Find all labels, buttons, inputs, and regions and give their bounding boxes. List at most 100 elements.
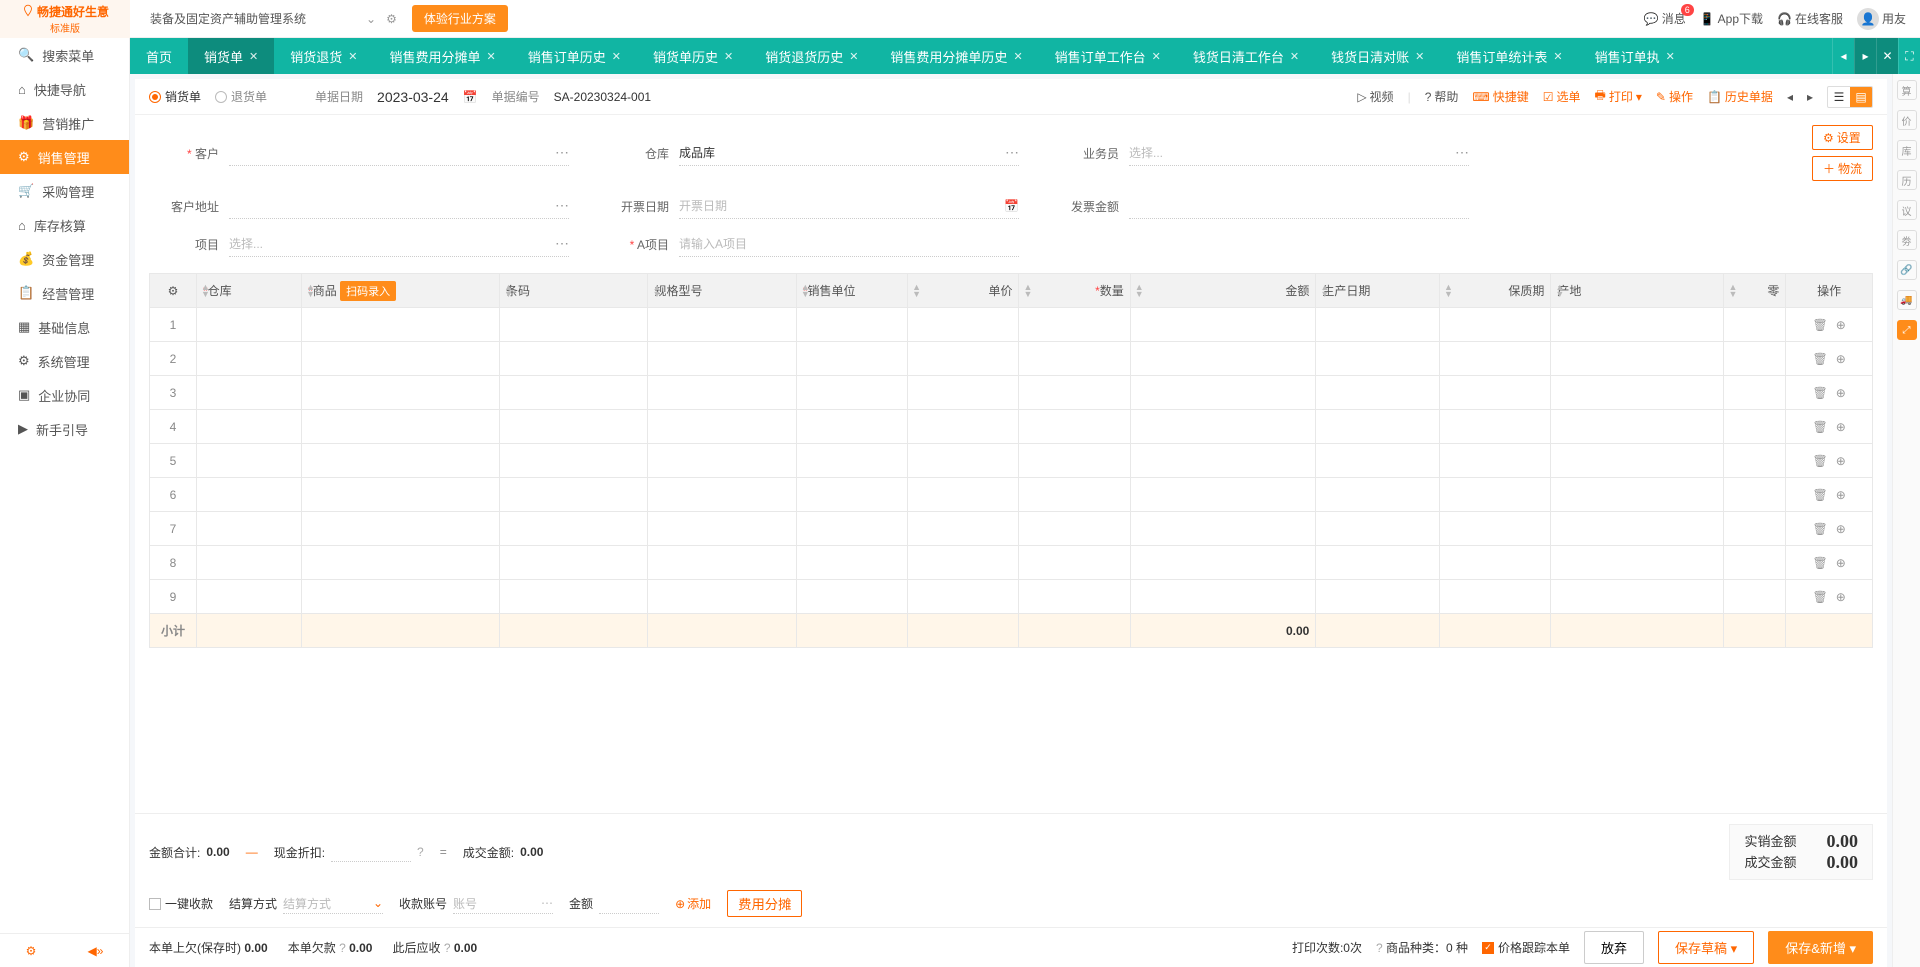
cell-amount[interactable] <box>1130 376 1316 410</box>
col-unit[interactable]: ▲▼*销售单位 <box>796 274 907 308</box>
cell-product[interactable] <box>302 512 500 546</box>
col-qty[interactable]: ▲▼*数量 <box>1019 274 1130 308</box>
add-row-icon[interactable]: ⊕ <box>1836 590 1846 604</box>
cell-shelf[interactable] <box>1440 410 1551 444</box>
cell-amount[interactable] <box>1130 512 1316 546</box>
cell-warehouse[interactable] <box>197 444 302 478</box>
cell-prod_date[interactable] <box>1316 410 1440 444</box>
cell-retail[interactable] <box>1724 410 1786 444</box>
close-icon[interactable]: ✕ <box>1666 50 1675 63</box>
cell-retail[interactable] <box>1724 376 1786 410</box>
cell-warehouse[interactable] <box>197 376 302 410</box>
cell-origin[interactable] <box>1551 376 1724 410</box>
cell-barcode[interactable] <box>500 444 648 478</box>
fee-share-button[interactable]: 费用分摊 <box>727 890 802 917</box>
cell-price[interactable] <box>908 444 1019 478</box>
cell-prod_date[interactable] <box>1316 376 1440 410</box>
operate-action[interactable]: ✎ 操作 <box>1656 88 1693 105</box>
project-input[interactable]: 选择...⋯ <box>229 231 569 257</box>
receive-amount-input[interactable] <box>599 894 659 914</box>
help-action[interactable]: ? 帮助 <box>1425 88 1459 105</box>
warehouse-input[interactable]: 成品库⋯ <box>679 140 1019 166</box>
cell-price[interactable] <box>908 580 1019 614</box>
cell-origin[interactable] <box>1551 580 1724 614</box>
cell-qty[interactable] <box>1019 546 1130 580</box>
account-input[interactable]: 账号⋯ <box>453 894 553 914</box>
save-draft-button[interactable]: 保存草稿 ▾ <box>1658 931 1754 964</box>
rail-item-4[interactable]: 议 <box>1897 200 1917 220</box>
col-ops[interactable]: 操作 <box>1786 274 1873 308</box>
cell-warehouse[interactable] <box>197 308 302 342</box>
cell-prod_date[interactable] <box>1316 478 1440 512</box>
cell-warehouse[interactable] <box>197 410 302 444</box>
cell-price[interactable] <box>908 342 1019 376</box>
cell-barcode[interactable] <box>500 376 648 410</box>
rail-item-1[interactable]: 价 <box>1897 110 1917 130</box>
add-row-icon[interactable]: ⊕ <box>1836 352 1846 366</box>
add-row-icon[interactable]: ⊕ <box>1836 556 1846 570</box>
sidebar-item-guide[interactable]: ▶新手引导 <box>0 412 129 446</box>
save-new-button[interactable]: 保存&新增 ▾ <box>1768 931 1873 964</box>
collapse-icon[interactable]: ◀» <box>88 944 104 958</box>
cell-spec[interactable] <box>648 376 796 410</box>
cell-prod_date[interactable] <box>1316 444 1440 478</box>
cell-origin[interactable] <box>1551 308 1724 342</box>
cell-amount[interactable] <box>1130 546 1316 580</box>
col-spec[interactable]: ▲▼规格型号 <box>648 274 796 308</box>
cell-origin[interactable] <box>1551 444 1724 478</box>
close-icon[interactable]: ✕ <box>1415 50 1424 63</box>
invoice-date-input[interactable]: 开票日期📅 <box>679 193 1019 219</box>
col-product[interactable]: ▲▼*商品 扫码录入 <box>302 274 500 308</box>
cell-spec[interactable] <box>648 478 796 512</box>
add-row-icon[interactable]: ⊕ <box>1836 522 1846 536</box>
select-action[interactable]: ☑ 选单 <box>1543 88 1581 105</box>
cell-prod_date[interactable] <box>1316 308 1440 342</box>
cell-qty[interactable] <box>1019 410 1130 444</box>
cell-shelf[interactable] <box>1440 512 1551 546</box>
cell-prod_date[interactable] <box>1316 512 1440 546</box>
sort-icon[interactable]: ▲▼ <box>912 284 921 298</box>
col-barcode[interactable]: ▲▼条码 <box>500 274 648 308</box>
rail-item-8[interactable]: ⤢ <box>1897 320 1917 340</box>
help-icon[interactable]: ? <box>417 845 424 859</box>
rail-item-3[interactable]: 历 <box>1897 170 1917 190</box>
tab-销售订单执[interactable]: 销售订单执✕ <box>1579 38 1691 74</box>
print-action[interactable]: 🖶 打印 ▾ <box>1595 86 1642 107</box>
delete-row-icon[interactable]: 🗑 <box>1813 420 1828 434</box>
cell-shelf[interactable] <box>1440 580 1551 614</box>
cell-shelf[interactable] <box>1440 308 1551 342</box>
cell-shelf[interactable] <box>1440 546 1551 580</box>
discount-input[interactable] <box>331 842 411 862</box>
cell-shelf[interactable] <box>1440 444 1551 478</box>
cell-qty[interactable] <box>1019 444 1130 478</box>
cell-retail[interactable] <box>1724 478 1786 512</box>
tab-prev-icon[interactable]: ◂ <box>1832 38 1854 74</box>
cell-barcode[interactable] <box>500 512 648 546</box>
sidebar-item-coop[interactable]: ▣企业协同 <box>0 378 129 412</box>
salesperson-input[interactable]: 选择...⋯ <box>1129 140 1469 166</box>
col-retail[interactable]: ▲▼零 <box>1724 274 1786 308</box>
cell-qty[interactable] <box>1019 376 1130 410</box>
cell-amount[interactable] <box>1130 478 1316 512</box>
close-icon[interactable]: ✕ <box>348 50 357 63</box>
cell-qty[interactable] <box>1019 580 1130 614</box>
sort-icon[interactable]: ▲▼ <box>1444 284 1453 298</box>
cell-origin[interactable] <box>1551 342 1724 376</box>
cell-product[interactable] <box>302 342 500 376</box>
tab-销货单[interactable]: 销货单✕ <box>188 38 274 74</box>
col-amount[interactable]: ▲▼金额 <box>1130 274 1316 308</box>
rail-item-7[interactable]: 🚚 <box>1897 290 1917 310</box>
col-shelf[interactable]: ▲▼保质期 <box>1440 274 1551 308</box>
tab-钱货日清对账[interactable]: 钱货日清对账✕ <box>1315 38 1440 74</box>
cell-retail[interactable] <box>1724 580 1786 614</box>
tab-销售订单工作台[interactable]: 销售订单工作台✕ <box>1039 38 1177 74</box>
delete-row-icon[interactable]: 🗑 <box>1813 556 1828 570</box>
view-list-icon[interactable]: ☰ <box>1828 87 1850 107</box>
cell-prod_date[interactable] <box>1316 546 1440 580</box>
cell-unit[interactable] <box>796 342 907 376</box>
cell-unit[interactable] <box>796 410 907 444</box>
tab-close-all-icon[interactable]: ✕ <box>1876 38 1898 74</box>
scan-button[interactable]: 扫码录入 <box>340 281 396 301</box>
sort-icon[interactable]: ▲▼ <box>1023 284 1032 298</box>
rail-item-2[interactable]: 库 <box>1897 140 1917 160</box>
